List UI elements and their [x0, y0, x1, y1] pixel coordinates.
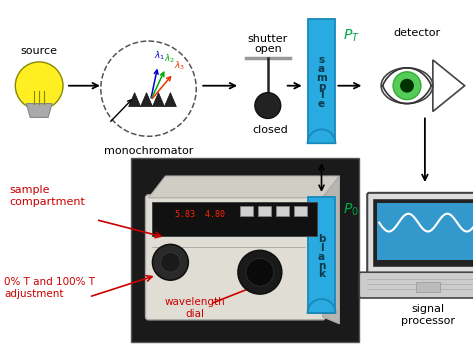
Polygon shape	[141, 93, 153, 106]
Bar	[294, 206, 307, 216]
Circle shape	[153, 244, 188, 280]
Polygon shape	[433, 60, 465, 111]
Text: shutter: shutter	[248, 34, 288, 44]
Text: s
a
m
p
l
e: s a m p l e	[316, 55, 327, 109]
Bar	[377, 203, 474, 260]
Text: sample
compartment: sample compartment	[9, 185, 85, 206]
FancyBboxPatch shape	[367, 193, 474, 276]
Bar	[258, 206, 271, 216]
FancyBboxPatch shape	[359, 272, 474, 298]
Circle shape	[393, 72, 421, 100]
Bar	[131, 158, 359, 342]
Bar	[416, 282, 440, 292]
Circle shape	[101, 41, 196, 136]
Text: $\lambda_2$: $\lambda_2$	[164, 53, 175, 65]
Text: 5.83  4.80: 5.83 4.80	[175, 210, 225, 219]
Polygon shape	[26, 104, 52, 118]
Text: source: source	[21, 46, 58, 56]
Text: 0% T and 100% T
adjustment: 0% T and 100% T adjustment	[4, 277, 95, 299]
Polygon shape	[153, 93, 164, 106]
Text: signal
processor: signal processor	[401, 304, 455, 326]
Text: $P_T$: $P_T$	[343, 27, 360, 44]
Text: detector: detector	[393, 28, 440, 38]
Text: b
l
a
n
k: b l a n k	[318, 234, 325, 279]
Polygon shape	[128, 93, 141, 106]
Ellipse shape	[381, 68, 433, 104]
Circle shape	[15, 62, 63, 110]
Polygon shape	[148, 176, 339, 198]
FancyBboxPatch shape	[146, 195, 326, 320]
Text: $P_0$: $P_0$	[343, 202, 359, 218]
Bar	[153, 202, 317, 237]
Polygon shape	[322, 176, 339, 324]
Polygon shape	[164, 93, 176, 106]
Circle shape	[161, 252, 180, 272]
Text: $\lambda_3$: $\lambda_3$	[174, 60, 185, 72]
Bar	[373, 199, 474, 266]
Text: $\lambda_1$: $\lambda_1$	[155, 50, 165, 62]
Text: wavelength
dial: wavelength dial	[165, 297, 226, 319]
Wedge shape	[308, 129, 336, 143]
Circle shape	[246, 258, 274, 286]
Circle shape	[400, 79, 414, 93]
Circle shape	[238, 250, 282, 294]
Circle shape	[255, 93, 281, 118]
Bar	[308, 197, 336, 313]
Bar	[276, 206, 289, 216]
Text: monochromator: monochromator	[104, 146, 193, 156]
Wedge shape	[308, 299, 336, 313]
Text: closed: closed	[252, 125, 288, 135]
Bar	[240, 206, 253, 216]
Bar	[308, 19, 336, 143]
Text: open: open	[254, 44, 282, 54]
